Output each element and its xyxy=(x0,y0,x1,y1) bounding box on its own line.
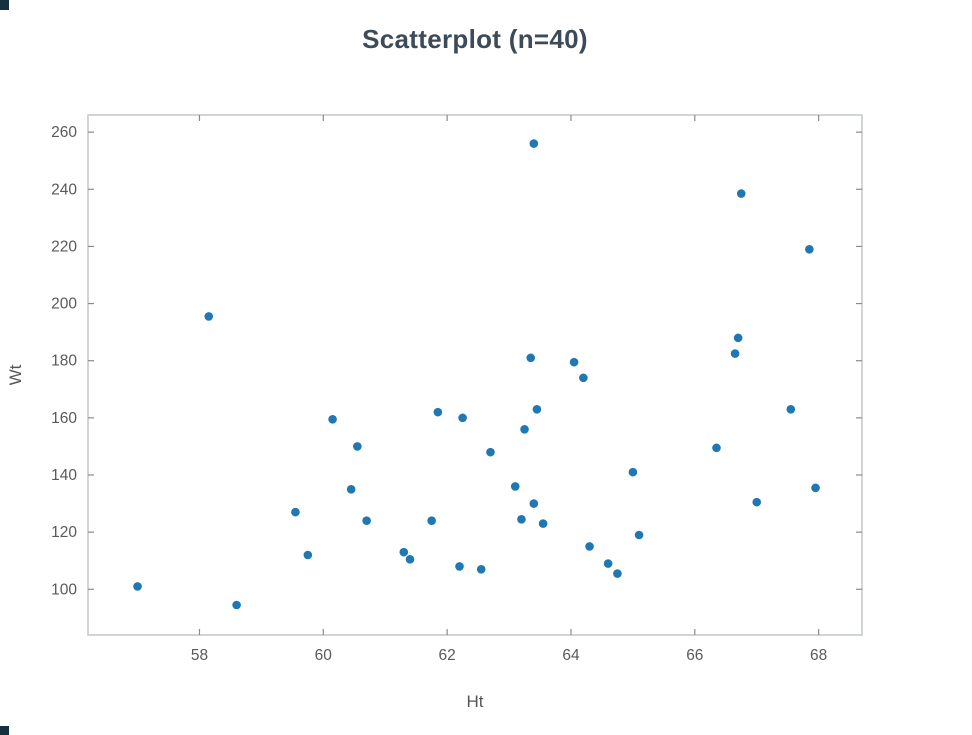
svg-text:180: 180 xyxy=(51,353,77,370)
svg-text:260: 260 xyxy=(51,124,77,141)
svg-text:200: 200 xyxy=(51,296,77,313)
svg-text:160: 160 xyxy=(51,410,77,427)
svg-text:240: 240 xyxy=(51,181,77,198)
y-axis-label: Wt xyxy=(6,364,25,386)
svg-text:120: 120 xyxy=(51,524,77,541)
svg-text:62: 62 xyxy=(439,647,456,664)
chart-title: Scatterplot (n=40) xyxy=(362,24,588,54)
svg-text:68: 68 xyxy=(810,647,827,664)
corner-mark-bottom-left xyxy=(0,726,9,735)
svg-text:220: 220 xyxy=(51,238,77,255)
svg-text:60: 60 xyxy=(315,647,333,664)
x-axis-label: Ht xyxy=(466,692,484,711)
corner-mark-top-left xyxy=(0,0,9,10)
svg-text:64: 64 xyxy=(562,647,580,664)
svg-text:100: 100 xyxy=(51,581,77,598)
svg-text:140: 140 xyxy=(51,467,77,484)
svg-text:58: 58 xyxy=(191,647,208,664)
svg-text:66: 66 xyxy=(686,647,703,664)
